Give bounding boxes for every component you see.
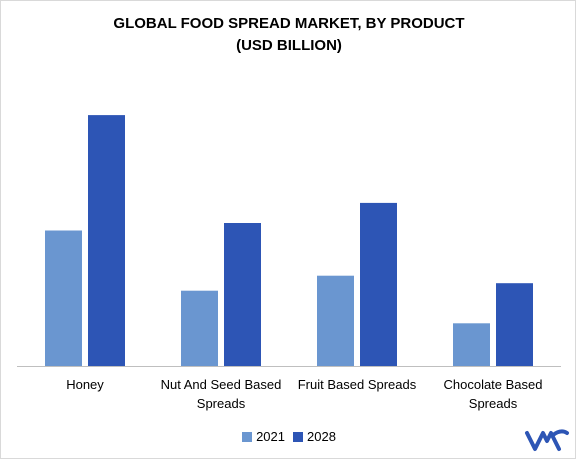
- legend-swatch: [242, 431, 253, 442]
- legend-swatch: [293, 431, 303, 442]
- legend-item-2021: 2021: [242, 429, 285, 444]
- chart-legend: 2021 2028: [1, 429, 576, 444]
- bar-2021-1: [181, 290, 218, 366]
- x-tick-label: Fruit Based Spreads: [298, 377, 417, 392]
- x-tick-label: Chocolate Based Spreads: [443, 377, 542, 411]
- x-tick-label: Nut And Seed Based Spreads: [161, 377, 282, 411]
- x-tick-label: Honey: [66, 377, 104, 392]
- bar-2028-3: [496, 283, 533, 366]
- bar-2028-0: [88, 115, 125, 366]
- bar-2028-1: [224, 223, 261, 366]
- chart-title: GLOBAL FOOD SPREAD MARKET, BY PRODUCT (U…: [1, 13, 576, 57]
- bar-2021-0: [45, 230, 82, 366]
- chart-title-line-1: GLOBAL FOOD SPREAD MARKET, BY PRODUCT: [113, 15, 465, 32]
- mrfr-logo-icon: [525, 429, 569, 451]
- legend-label: 2028: [307, 429, 336, 444]
- legend-item-2028: 2028: [293, 429, 336, 444]
- bar-2021-2: [317, 275, 354, 366]
- legend-label: 2021: [256, 429, 285, 444]
- bar-2021-3: [453, 323, 490, 366]
- bar-2028-2: [360, 202, 397, 366]
- chart-title-line-2: (USD BILLION): [236, 37, 342, 54]
